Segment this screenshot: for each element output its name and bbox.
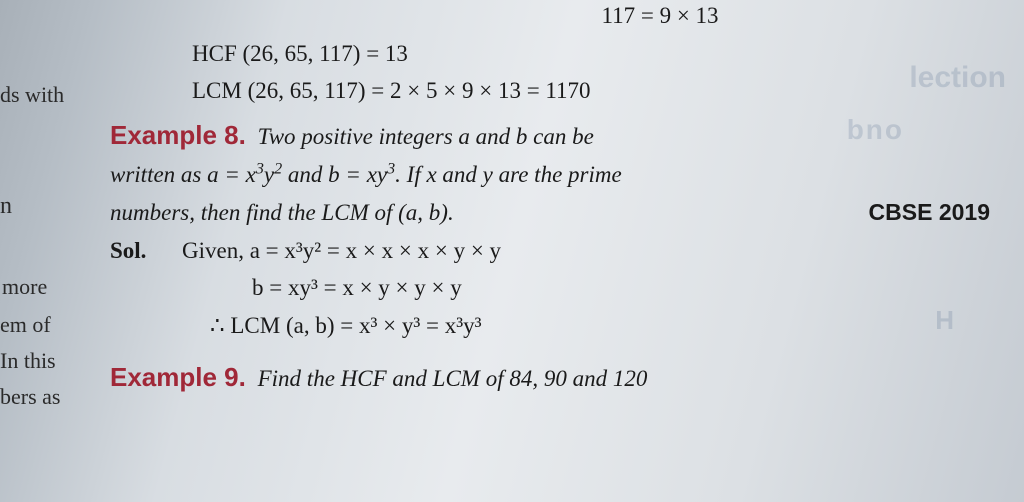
hcf-line: HCF (26, 65, 117) = 13 (110, 36, 1010, 72)
margin-fragment: ds with (0, 78, 64, 112)
text-fragment: y (264, 162, 274, 187)
example-9-label: Example 9. (110, 362, 246, 392)
margin-fragment: bers as (0, 380, 60, 414)
text-fragment: and b = xy (282, 162, 387, 187)
superscript: 3 (387, 161, 395, 178)
margin-fragment: n (0, 188, 12, 225)
superscript: 2 (274, 161, 282, 178)
cbse-year-badge: CBSE 2019 (869, 195, 990, 231)
solution-label: Sol. (110, 233, 182, 269)
margin-fragment: em of (0, 308, 51, 342)
text-fragment: written as a = x (110, 162, 256, 187)
solution-line: b = xy³ = x × y × y × y (182, 270, 1010, 306)
example-8-label: Example 8. (110, 120, 246, 150)
textbook-page: lection bno H ds with n more em of In th… (0, 0, 1024, 502)
margin-fragment: In this (0, 344, 56, 378)
lcm-line: LCM (26, 65, 117) = 2 × 5 × 9 × 13 = 117… (110, 73, 1010, 109)
example-9: Example 9. Find the HCF and LCM of 84, 9… (110, 357, 1010, 397)
example-8-statement: numbers, then find the LCM of (a, b). (110, 200, 454, 225)
example-8: Example 8. Two positive integers a and b… (110, 115, 1010, 344)
example-8-statement: written as a = x3y2 and b = xy3. If x an… (110, 157, 1010, 193)
solution-line: ∴ LCM (a, b) = x³ × y³ = x³y³ (182, 308, 1010, 344)
example-8-statement: Two positive integers a and b can be (258, 124, 594, 149)
superscript: 3 (256, 161, 264, 178)
main-content: 117 = 9 × 13 HCF (26, 65, 117) = 13 LCM … (110, 0, 1010, 400)
solution-row: b = xy³ = x × y × y × y (110, 270, 1010, 306)
margin-fragment: more (2, 270, 47, 304)
solution-row: ∴ LCM (a, b) = x³ × y³ = x³y³ (110, 308, 1010, 344)
top-fragment: 117 = 9 × 13 (110, 0, 1010, 34)
text-fragment: . If x and y are the prime (395, 162, 622, 187)
solution-line: Given, a = x³y² = x × x × x × y × y (182, 233, 1010, 269)
example-9-statement: Find the HCF and LCM of 84, 90 and 120 (258, 366, 648, 391)
solution-row: Sol. Given, a = x³y² = x × x × x × y × y (110, 233, 1010, 269)
